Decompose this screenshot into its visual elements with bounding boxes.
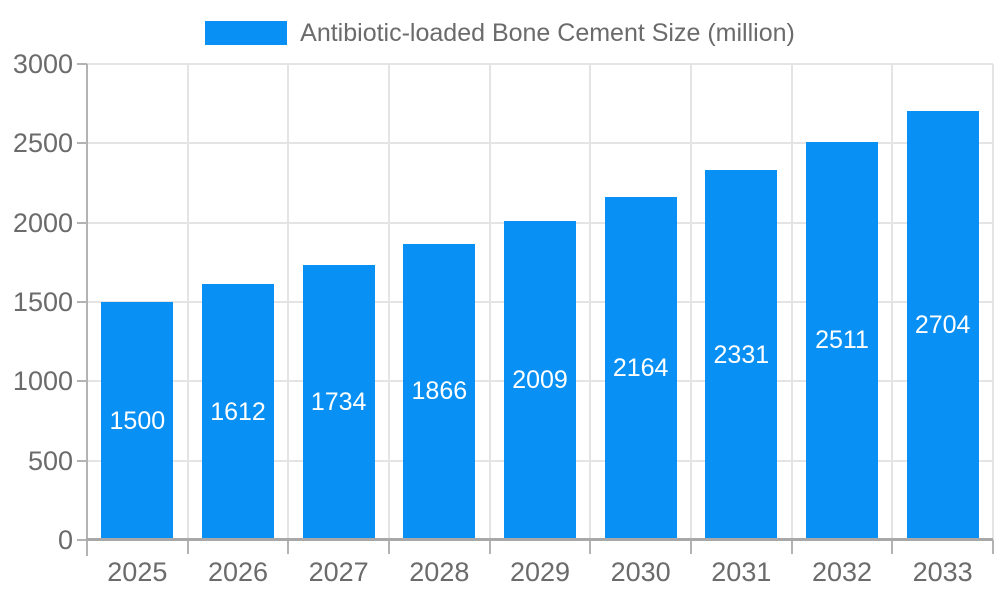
y-tick <box>77 380 87 383</box>
x-tick <box>891 540 894 554</box>
y-axis-label: 500 <box>27 445 73 476</box>
y-tick <box>77 301 87 303</box>
y-axis-label: 2000 <box>12 207 73 238</box>
y-axis-label: 1000 <box>12 366 73 397</box>
x-axis-label: 2026 <box>207 557 269 587</box>
plot-area: 0 500 1000 1500 2000 2500 3000 1500 1612 1734 1866… <box>13 49 994 587</box>
y-tick <box>77 539 87 541</box>
bar[interactable]: 2704 <box>906 110 979 540</box>
bar-value-label: 1734 <box>310 387 367 416</box>
y-tick <box>77 459 87 462</box>
bar[interactable]: 1612 <box>202 284 274 540</box>
bar[interactable]: 1500 <box>101 302 174 540</box>
v-gridline <box>186 64 189 540</box>
bar[interactable]: 2511 <box>806 141 878 540</box>
x-axis-label: 2031 <box>711 557 772 587</box>
legend-label: Antibiotic-loaded Bone Cement Size (mill… <box>300 18 795 47</box>
x-tick <box>690 540 692 554</box>
x-axis-label: 2028 <box>409 557 470 587</box>
x-axis-label: 2032 <box>811 557 873 587</box>
y-tick <box>77 142 87 145</box>
x-tick <box>488 540 491 554</box>
v-gridline <box>589 64 592 540</box>
v-gridline <box>488 64 491 540</box>
v-gridline <box>790 64 793 540</box>
x-axis-label: 2029 <box>509 557 571 587</box>
bar-value-label: 1612 <box>210 397 266 426</box>
bar-value-label: 2164 <box>612 353 669 382</box>
legend-swatch <box>205 21 288 45</box>
h-gridline <box>87 142 993 145</box>
bar[interactable]: 2331 <box>705 170 778 540</box>
bar[interactable]: 2009 <box>504 221 576 540</box>
x-tick <box>287 540 290 554</box>
x-tick <box>790 540 793 554</box>
v-gridline <box>891 64 894 540</box>
y-axis-line <box>86 64 88 556</box>
x-axis-label: 2025 <box>107 557 168 587</box>
x-tick <box>186 540 189 554</box>
bar[interactable]: 1734 <box>302 264 375 540</box>
bar-value-label: 2511 <box>815 326 869 355</box>
x-axis-label: 2027 <box>308 557 369 587</box>
bar-value-label: 1500 <box>109 406 166 435</box>
bar[interactable]: 2164 <box>604 196 677 540</box>
bar-value-label: 1866 <box>411 377 468 406</box>
bar-value-label: 2704 <box>914 310 971 339</box>
y-tick <box>77 221 87 224</box>
bar[interactable]: 1866 <box>403 243 476 540</box>
v-gridline <box>690 64 692 540</box>
x-axis-line <box>86 538 993 541</box>
x-axis-label: 2030 <box>610 557 671 587</box>
v-gridline <box>992 64 994 540</box>
bar-value-label: 2009 <box>512 366 568 395</box>
x-axis-label: 2033 <box>912 557 973 587</box>
v-gridline <box>287 64 290 540</box>
y-axis-label: 3000 <box>12 49 73 79</box>
bar-value-label: 2331 <box>713 340 770 369</box>
y-axis-label: 2500 <box>12 128 73 159</box>
y-axis-label: 0 <box>57 525 73 555</box>
chart-legend[interactable]: Antibiotic-loaded Bone Cement Size (mill… <box>0 0 1000 49</box>
h-gridline <box>87 63 993 65</box>
x-tick <box>992 540 994 554</box>
x-tick <box>589 540 592 554</box>
y-tick <box>77 63 87 65</box>
y-axis-label: 1500 <box>12 287 73 317</box>
x-tick <box>388 540 390 554</box>
v-gridline <box>388 64 390 540</box>
